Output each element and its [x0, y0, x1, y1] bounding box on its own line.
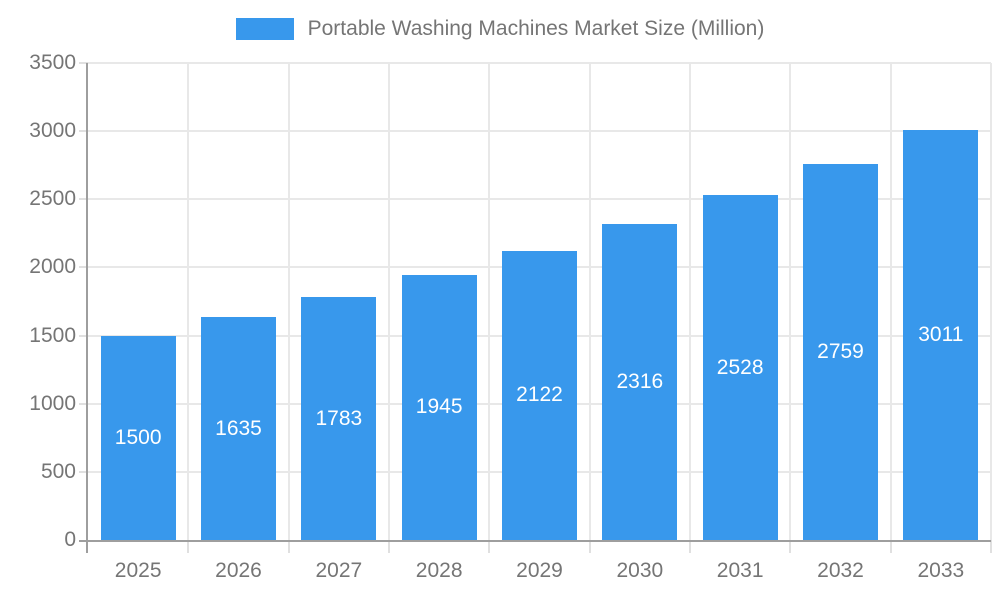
- horizontal-gridline: [88, 130, 991, 133]
- x-axis-label: 2026: [215, 559, 262, 582]
- vertical-gridline: [187, 63, 190, 540]
- y-axis-tick: [79, 470, 88, 473]
- x-axis-line: [79, 540, 991, 542]
- vertical-gridline: [388, 63, 390, 540]
- y-axis-tick: [79, 334, 88, 337]
- y-axis-tick: [79, 198, 88, 201]
- x-axis-tick: [889, 540, 892, 553]
- vertical-gridline: [889, 63, 892, 540]
- bar-value-label: 3011: [918, 322, 964, 346]
- bar: [803, 163, 878, 540]
- bar-value-label: 2528: [716, 355, 764, 379]
- x-axis-tick: [588, 540, 591, 553]
- x-axis-tick: [287, 540, 290, 553]
- y-axis-label: 2000: [29, 255, 76, 279]
- y-axis-label: 500: [40, 459, 76, 483]
- x-axis-label: 2025: [114, 559, 162, 582]
- y-axis-tick: [79, 62, 88, 64]
- bar-value-label: 2122: [516, 383, 563, 407]
- legend-swatch-icon: [235, 18, 294, 40]
- x-axis-label: 2029: [516, 559, 563, 582]
- y-axis-tick: [79, 130, 88, 133]
- x-axis-tick: [187, 540, 190, 553]
- bar-value-label: 2759: [817, 339, 864, 363]
- x-axis-label: 2033: [917, 559, 965, 582]
- x-axis-tick: [689, 540, 691, 553]
- vertical-gridline: [287, 63, 290, 540]
- bar-value-label: 2316: [616, 370, 664, 394]
- vertical-gridline: [689, 63, 691, 540]
- bar: [301, 297, 377, 540]
- y-axis-tick: [79, 402, 88, 405]
- x-axis-label: 2032: [817, 559, 864, 582]
- x-axis-tick: [388, 540, 390, 553]
- horizontal-gridline: [88, 198, 991, 201]
- bar: [702, 195, 778, 540]
- y-axis-line: [86, 63, 88, 553]
- bar-value-label: 1945: [415, 395, 463, 419]
- horizontal-gridline: [88, 62, 991, 64]
- x-axis-label: 2030: [616, 559, 664, 582]
- bar-value-label: 1783: [315, 406, 363, 430]
- legend-item[interactable]: Portable Washing Machines Market Size (M…: [235, 17, 765, 41]
- chart-legend: Portable Washing Machines Market Size (M…: [0, 17, 1000, 41]
- y-axis-label: 3000: [29, 119, 76, 143]
- legend-label: Portable Washing Machines Market Size (M…: [307, 17, 765, 40]
- vertical-gridline: [488, 63, 491, 540]
- x-axis-tick: [488, 540, 491, 553]
- bar: [100, 335, 176, 540]
- vertical-gridline: [588, 63, 591, 540]
- bar: [502, 250, 577, 540]
- vertical-gridline: [990, 63, 992, 540]
- y-axis-tick: [79, 266, 88, 269]
- bar: [602, 224, 678, 540]
- bar-value-label: 1500: [114, 425, 162, 449]
- bar: [903, 129, 979, 540]
- vertical-gridline: [789, 63, 792, 540]
- bar-value-label: 1635: [215, 416, 262, 440]
- x-axis-label: 2031: [716, 559, 764, 582]
- y-axis-label: 1500: [29, 323, 76, 347]
- y-axis-label: 2500: [29, 187, 76, 211]
- bar: [401, 274, 477, 540]
- x-axis-tick: [990, 540, 992, 553]
- x-axis-tick: [789, 540, 792, 553]
- x-axis-label: 2027: [315, 559, 363, 582]
- y-axis-label: 3500: [29, 51, 76, 74]
- y-axis-label: 1000: [29, 391, 76, 415]
- bar: [201, 317, 276, 540]
- x-axis-label: 2028: [415, 559, 463, 582]
- y-axis-label: 0: [64, 528, 76, 551]
